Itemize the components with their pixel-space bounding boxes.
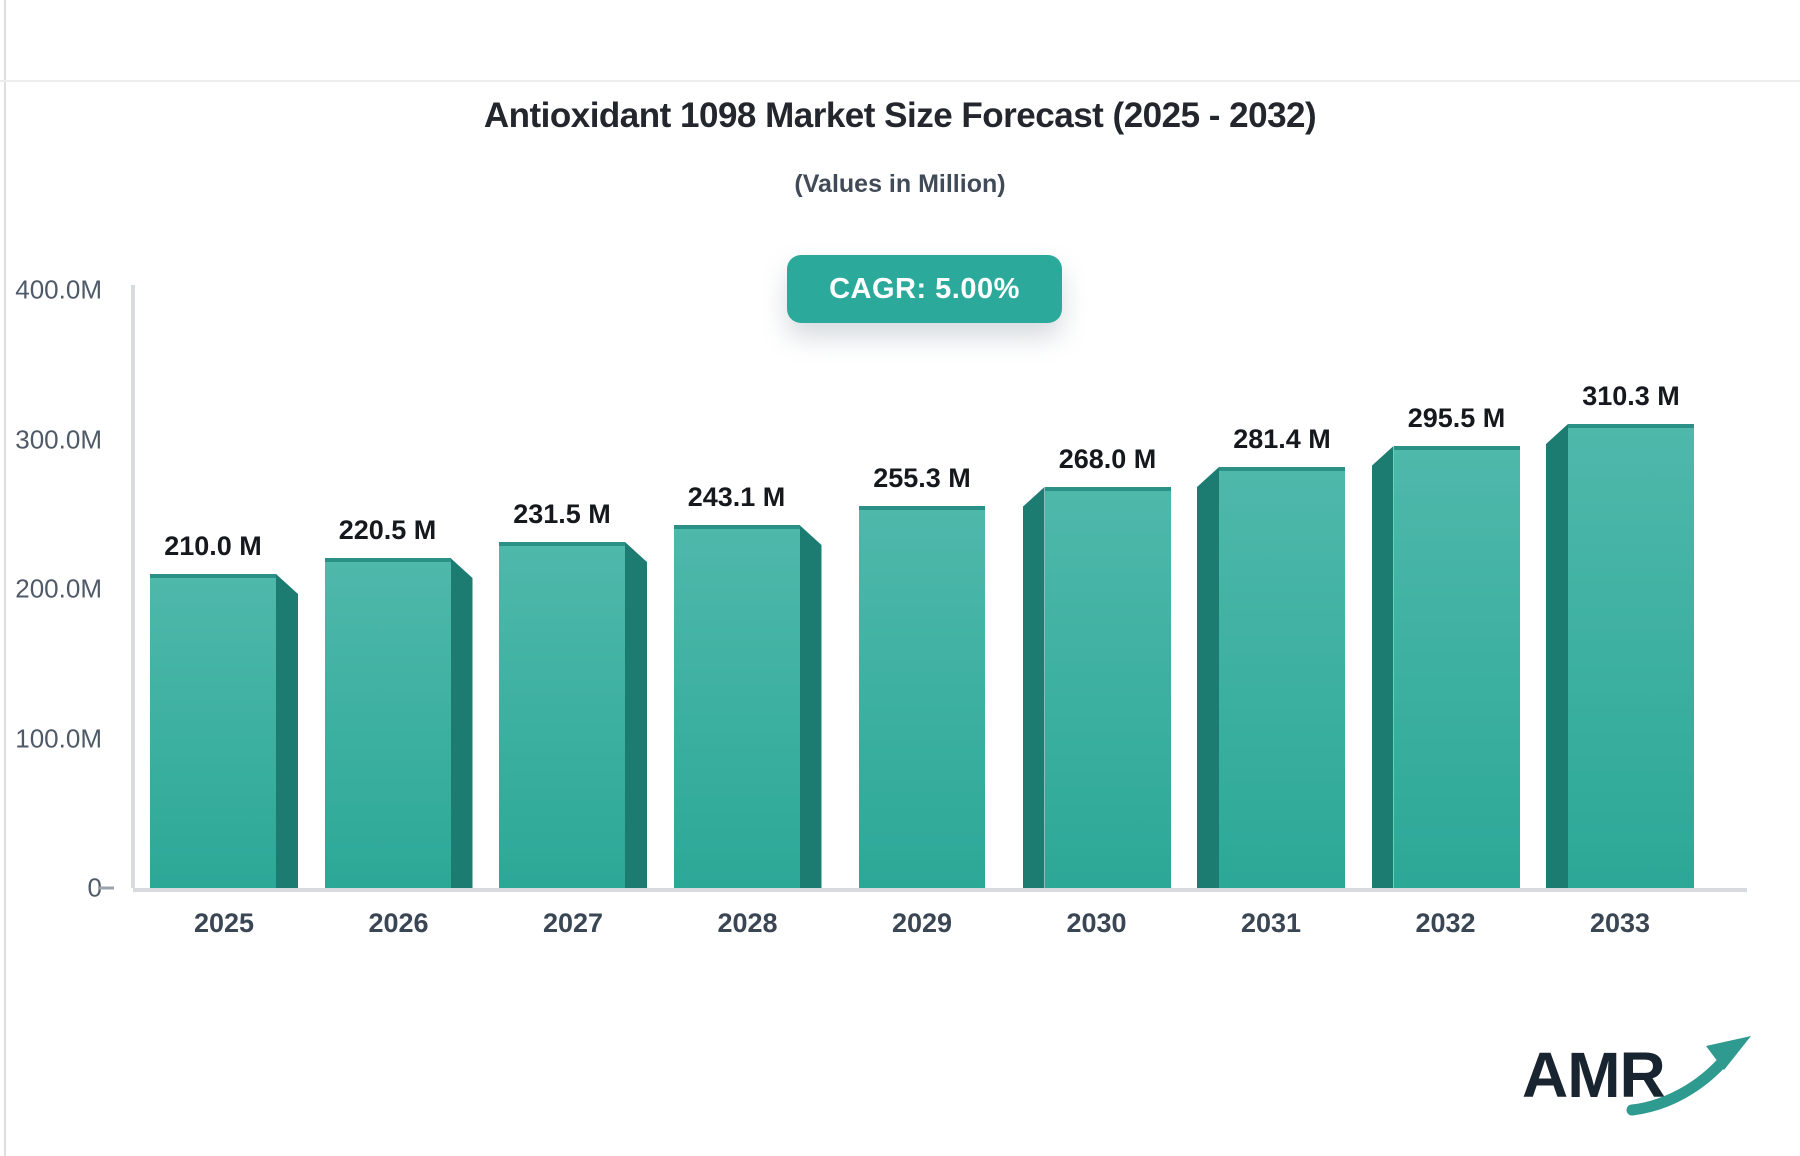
bar-3d-side-2026 (450, 558, 473, 888)
x-axis-label-2026: 2026 (368, 908, 429, 938)
bar-2031: 281.4 M (1197, 424, 1345, 888)
bar-value-label: 268.0 M (1058, 444, 1157, 474)
bar-value-label: 310.3 M (1582, 381, 1680, 411)
brand-logo-text: AMR (1522, 1039, 1666, 1111)
bar-value-label: 231.5 M (513, 499, 611, 529)
cagr-badge-label: CAGR: 5.00% (829, 272, 1020, 305)
bar-2028: 243.1 M (673, 482, 822, 888)
page-top-border (0, 80, 1800, 82)
bar-face-2028[interactable] (673, 525, 800, 888)
bar-3d-side-2031 (1197, 467, 1219, 888)
bar-2027: 231.5 M (499, 499, 647, 888)
bar-face-2033[interactable] (1568, 424, 1694, 888)
bar-3d-side-2025 (276, 574, 298, 888)
bar-face-2031[interactable] (1219, 467, 1345, 888)
bar-3d-side-2033 (1546, 424, 1568, 888)
bar-face-2032[interactable] (1393, 446, 1520, 888)
bar-2033: 310.3 M (1546, 381, 1694, 888)
brand-logo: AMR (1522, 1028, 1752, 1123)
bar-3d-side-2028 (799, 525, 822, 888)
bars-row: 210.0 M 220.5 M 231.5 M 243.1 M 255.3 M 268.0… (150, 290, 1694, 888)
bar-value-label: 281.4 M (1233, 424, 1331, 454)
bar-3d-side-2030 (1022, 487, 1045, 888)
chart-subtitle: (Values in Million) (794, 170, 1006, 198)
y-tick-label: 400.0M (15, 274, 102, 305)
x-axis-label-2030: 2030 (1066, 908, 1127, 938)
x-axis-label-2029: 2029 (891, 908, 953, 938)
bar-2030: 268.0 M (1022, 444, 1171, 888)
y-tick-label: 200.0M (15, 573, 102, 604)
x-axis-label-2031: 2031 (1240, 908, 1302, 938)
x-axis-label-2027: 2027 (542, 908, 604, 938)
x-axis-label-2025: 2025 (193, 908, 255, 938)
x-axis-label-2032: 2032 (1415, 908, 1476, 938)
growth-arrow-icon (1626, 1036, 1751, 1116)
bar-value-label: 220.5 M (338, 515, 437, 545)
cagr-badge: CAGR: 5.00% (787, 255, 1062, 323)
x-axis-line (133, 888, 1747, 892)
bar-value-label: 255.3 M (873, 463, 971, 493)
bar-face-2030[interactable] (1044, 487, 1171, 888)
bar-face-2026[interactable] (324, 558, 451, 888)
x-axis-label-2028: 2028 (717, 908, 778, 938)
bar-face-2029[interactable] (859, 506, 985, 888)
bar-2032: 295.5 M (1371, 403, 1520, 888)
bar-value-label: 243.1 M (687, 482, 786, 512)
page-left-border (4, 0, 6, 1156)
y-tick-label: 100.0M (15, 723, 102, 753)
bar-2026: 220.5 M (324, 515, 473, 888)
y-tick-label: 300.0M (15, 424, 102, 454)
bar-value-label: 295.5 M (1407, 403, 1506, 433)
x-axis-label-2033: 2033 (1589, 908, 1651, 938)
bar-2025: 210.0 M (150, 531, 298, 888)
bar-face-2025[interactable] (150, 574, 276, 888)
bar-2029: 255.3 M (848, 463, 996, 888)
x-axis-labels: 2025 2026 2027 2028 2029 2030 2031 2032 2033 (150, 908, 1694, 939)
y-tick-label: 0 (87, 872, 102, 903)
y-axis-line (131, 285, 135, 888)
chart-title: Antioxidant 1098 Market Size Forecast (2… (483, 96, 1317, 135)
y-tick-mark (98, 886, 114, 890)
bar-3d-side-2027 (625, 542, 647, 888)
bar-3d-side-2032 (1371, 446, 1394, 888)
bar-face-2027[interactable] (499, 542, 625, 888)
plot-area: 400.0M 300.0M 200.0M 100.0M 0 210.0 M 220.5 M… (0, 275, 1800, 903)
bar-value-label: 210.0 M (164, 531, 262, 561)
y-axis-ticks: 400.0M 300.0M 200.0M 100.0M 0 (0, 275, 130, 903)
